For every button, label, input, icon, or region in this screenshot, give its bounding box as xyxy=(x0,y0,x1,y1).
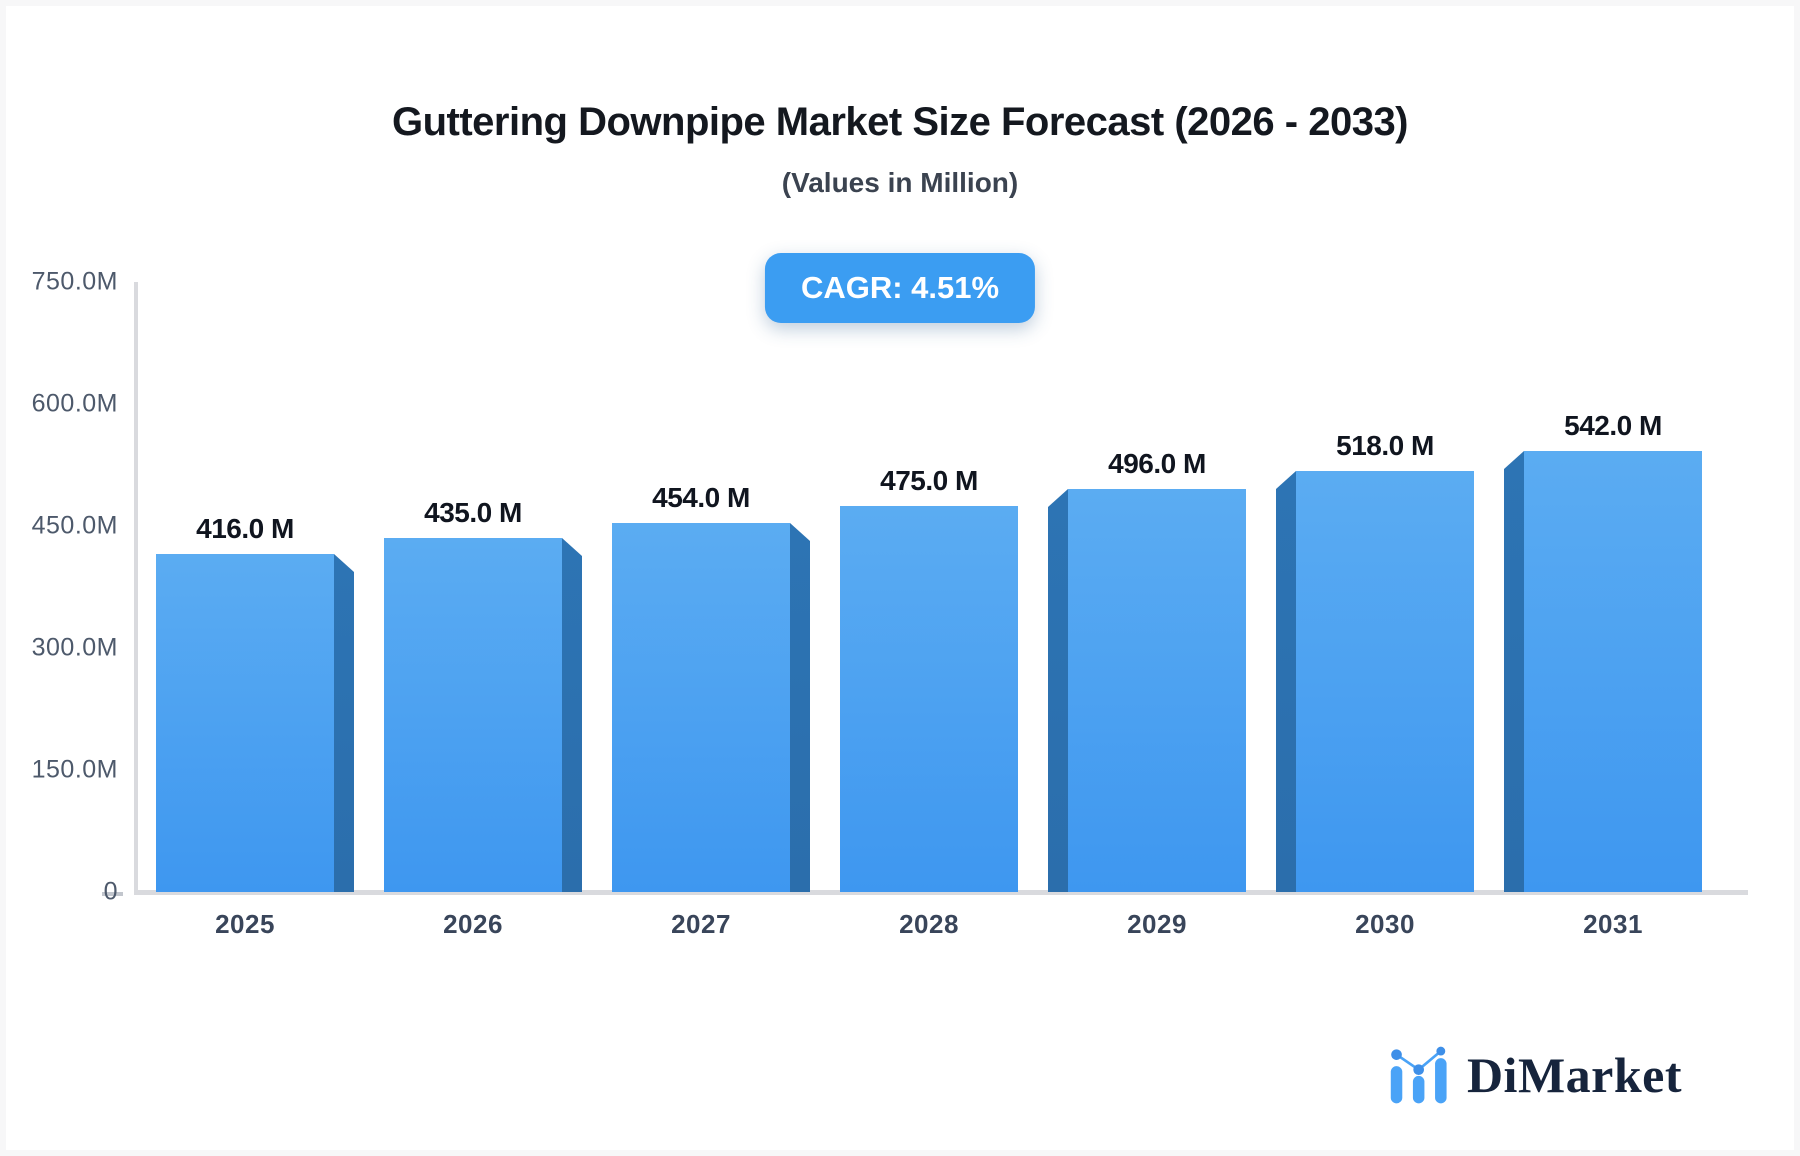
chart-page: Guttering Downpipe Market Size Forecast … xyxy=(6,6,1794,1150)
bar-chart-with-trend-dots-icon xyxy=(1389,1046,1451,1104)
bar-value-label: 542.0 M xyxy=(1564,410,1662,441)
cagr-badge: CAGR: 4.51% xyxy=(764,253,1036,323)
bar-column-2030: 518.0 M xyxy=(1271,282,1499,892)
x-axis-baseline xyxy=(134,890,1748,895)
x-axis-label-2028: 2028 xyxy=(899,909,959,939)
chart-subtitle: (Values in Million) xyxy=(781,167,1019,198)
y-axis-tick-label: 300.0M xyxy=(31,633,118,662)
bars-plot-area: 416.0 M 435.0 M 454.0 M 475.0 M 496.0 M 518.0… xyxy=(131,282,1727,892)
bar-3d-side-face xyxy=(334,554,354,892)
chart-bar-2027: 454.0 M xyxy=(612,482,810,892)
chart-bar-2025: 416.0 M xyxy=(156,513,354,892)
bar-value-label: 475.0 M xyxy=(880,465,978,496)
x-axis-label-2027: 2027 xyxy=(671,909,731,939)
y-axis-tick-label: 750.0M xyxy=(31,267,118,296)
bar-value-label: 496.0 M xyxy=(1108,448,1206,479)
bar-value-label: 435.0 M xyxy=(424,497,522,528)
bar-column-2027: 454.0 M xyxy=(587,282,815,892)
chart-bar-2028: 475.0 M xyxy=(840,465,1018,892)
x-axis-label-2026: 2026 xyxy=(443,909,503,939)
brand-name: DiMarket xyxy=(1466,1047,1682,1103)
y-axis-tick-label: 150.0M xyxy=(31,755,118,784)
x-axis-label-2031: 2031 xyxy=(1583,909,1643,939)
bar-3d-side-face xyxy=(1504,451,1524,892)
bar-column-2028: 475.0 M xyxy=(815,282,1043,892)
bar-value-label: 518.0 M xyxy=(1336,430,1434,461)
bar-3d-side-face xyxy=(1276,471,1296,892)
bar-column-2029: 496.0 M xyxy=(1043,282,1271,892)
x-axis-labels: 2025 2026 2027 2028 2029 2030 2031 xyxy=(131,909,1727,940)
bar-3d-side-face xyxy=(562,538,582,892)
bar-value-label: 454.0 M xyxy=(652,482,750,513)
bar-3d-side-face xyxy=(790,523,810,892)
zero-tick-mark xyxy=(102,892,123,896)
x-axis-label-2030: 2030 xyxy=(1355,909,1415,939)
chart-bar-2026: 435.0 M xyxy=(384,497,582,892)
y-axis-tick-label: 600.0M xyxy=(31,389,118,418)
y-axis-tick-label: 450.0M xyxy=(31,511,118,540)
chart-bar-2030: 518.0 M xyxy=(1276,430,1474,892)
x-axis-label-2029: 2029 xyxy=(1127,909,1187,939)
bar-column-2025: 416.0 M xyxy=(131,282,359,892)
chart-bar-2029: 496.0 M xyxy=(1048,448,1246,892)
chart-title: Guttering Downpipe Market Size Forecast … xyxy=(391,100,1409,144)
y-axis-tick-label: 0 xyxy=(103,877,118,906)
x-axis-label-2025: 2025 xyxy=(215,909,275,939)
brand-logo: DiMarket xyxy=(1389,1046,1682,1104)
bar-3d-side-face xyxy=(1048,489,1068,892)
bar-column-2026: 435.0 M xyxy=(359,282,587,892)
y-axis-line xyxy=(134,282,138,894)
bar-value-label: 416.0 M xyxy=(196,513,294,544)
chart-bar-2031: 542.0 M xyxy=(1504,410,1702,892)
bar-column-2031: 542.0 M xyxy=(1499,282,1727,892)
